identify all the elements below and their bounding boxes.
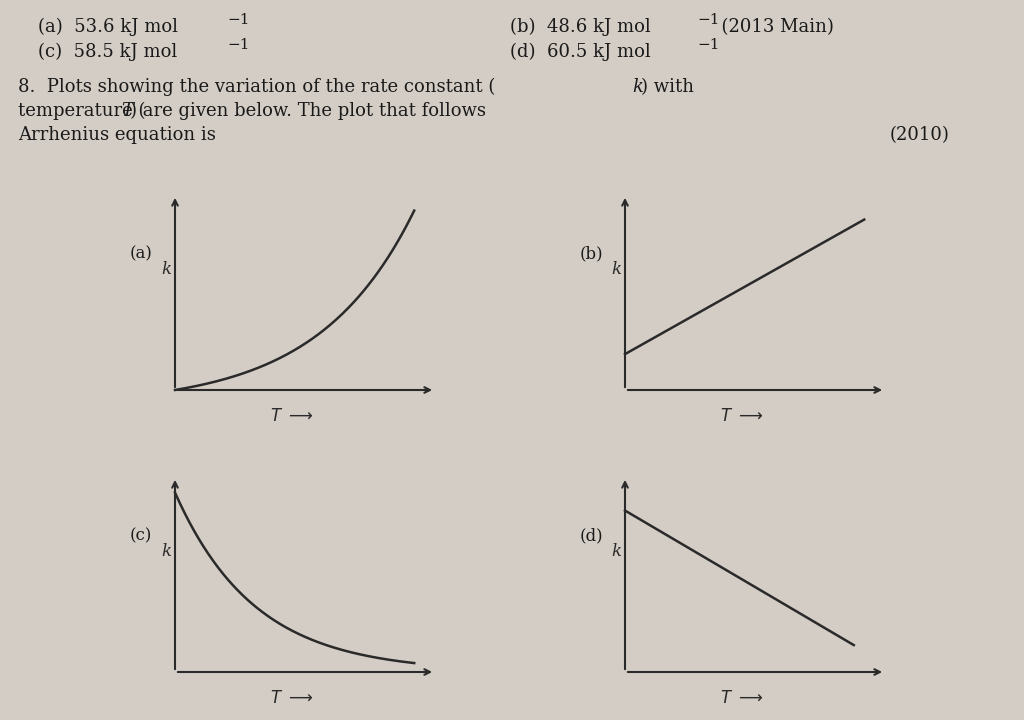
Text: $T\ \longrightarrow$: $T\ \longrightarrow$ [720, 690, 764, 707]
Text: k: k [161, 261, 171, 278]
Text: k: k [611, 261, 621, 278]
Text: (d)  60.5 kJ mol: (d) 60.5 kJ mol [510, 43, 650, 61]
Text: (a)  53.6 kJ mol: (a) 53.6 kJ mol [38, 18, 178, 36]
Text: (b): (b) [580, 245, 603, 262]
Text: (c)  58.5 kJ mol: (c) 58.5 kJ mol [38, 43, 177, 61]
Text: (2010): (2010) [890, 126, 950, 144]
Text: (d): (d) [580, 527, 603, 544]
Text: $T\ \longrightarrow$: $T\ \longrightarrow$ [270, 408, 314, 425]
Text: temperature (: temperature ( [18, 102, 145, 120]
Text: $T\ \longrightarrow$: $T\ \longrightarrow$ [720, 408, 764, 425]
Text: (c): (c) [130, 527, 153, 544]
Text: k: k [161, 543, 171, 559]
Text: 8.  Plots showing the variation of the rate constant (: 8. Plots showing the variation of the ra… [18, 78, 496, 96]
Text: −1: −1 [697, 38, 720, 52]
Text: −1: −1 [697, 13, 720, 27]
Text: $T\ \longrightarrow$: $T\ \longrightarrow$ [270, 690, 314, 707]
Text: k: k [611, 543, 621, 559]
Text: −1: −1 [227, 13, 250, 27]
Text: (2013 Main): (2013 Main) [710, 18, 834, 36]
Text: (b)  48.6 kJ mol: (b) 48.6 kJ mol [510, 18, 650, 36]
Text: ) with: ) with [641, 78, 694, 96]
Text: (a): (a) [130, 245, 153, 262]
Text: ) are given below. The plot that follows: ) are given below. The plot that follows [130, 102, 486, 120]
Text: k: k [632, 78, 643, 96]
Text: T: T [121, 102, 133, 120]
Text: Arrhenius equation is: Arrhenius equation is [18, 126, 216, 144]
Text: −1: −1 [227, 38, 250, 52]
